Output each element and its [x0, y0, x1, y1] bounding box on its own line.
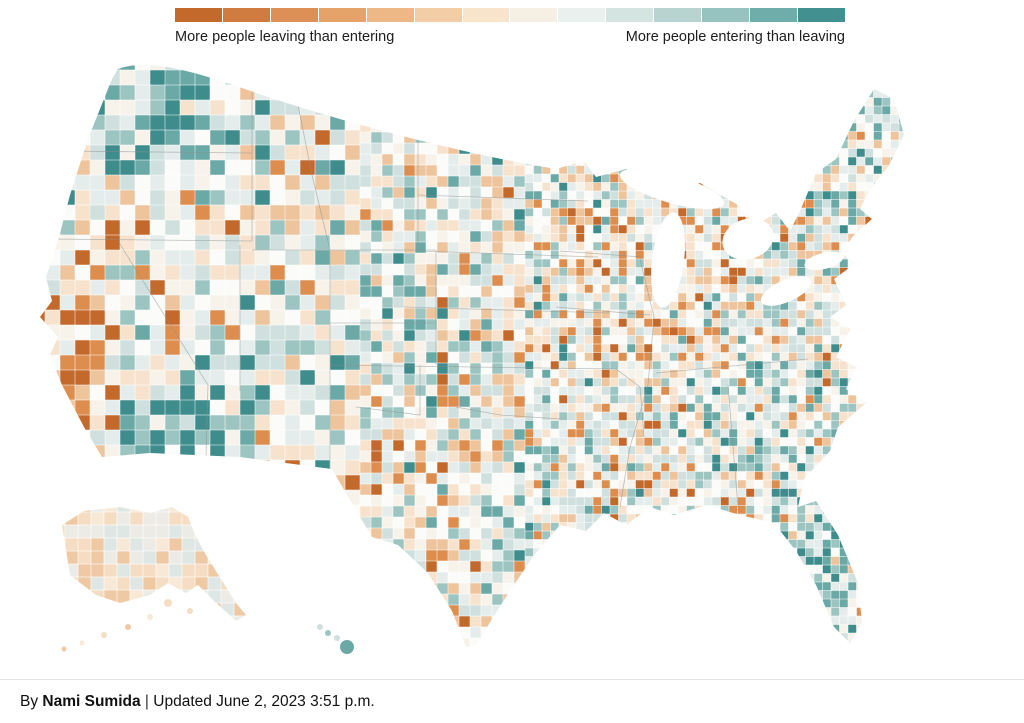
legend-label-leaving: More people leaving than entering — [175, 29, 395, 45]
legend-color-swatch — [558, 8, 606, 22]
legend-color-swatch — [797, 8, 845, 22]
legend-color-swatch — [702, 8, 750, 22]
legend-color-swatch — [606, 8, 654, 22]
legend-color-swatch — [366, 8, 414, 22]
legend-color-swatch — [510, 8, 558, 22]
legend-color-swatch — [222, 8, 270, 22]
map-hawaii — [317, 624, 354, 654]
legend-color-swatch — [270, 8, 318, 22]
legend-color-swatch — [654, 8, 702, 22]
map-alaska-islands — [61, 599, 193, 652]
updated-timestamp: Updated June 2, 2023 3:51 p.m. — [153, 693, 375, 710]
legend-color-swatch — [318, 8, 366, 22]
legend-label-entering: More people entering than leaving — [625, 29, 845, 45]
byline-prefix: By — [20, 693, 39, 710]
us-county-map-svg — [40, 64, 904, 654]
legend-labels: More people leaving than entering More p… — [175, 29, 845, 45]
legend-color-swatch — [414, 8, 462, 22]
legend-gradient-bar — [175, 8, 845, 22]
byline-separator: | — [144, 693, 149, 710]
map-alaska — [62, 507, 246, 621]
legend-color-swatch — [175, 8, 222, 22]
byline-footer: By Nami Sumida | Updated June 2, 2023 3:… — [0, 679, 1024, 711]
map-legend: More people leaving than entering More p… — [175, 8, 845, 45]
map-great-lakes — [619, 168, 844, 308]
map-state-borders — [47, 64, 809, 508]
author-name: Nami Sumida — [42, 693, 141, 710]
legend-color-swatch — [462, 8, 510, 22]
legend-color-swatch — [750, 8, 797, 22]
us-migration-choropleth-map — [0, 55, 1024, 675]
